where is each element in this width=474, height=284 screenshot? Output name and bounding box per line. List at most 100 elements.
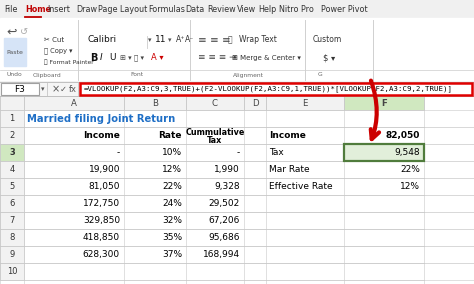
Text: 172,750: 172,750 (83, 199, 120, 208)
Text: 32%: 32% (162, 216, 182, 225)
Text: 🔃: 🔃 (228, 36, 233, 45)
Bar (0, 0, 474, 88)
Bar (0, 212, 474, 229)
Text: ≡ ≡ ≡: ≡ ≡ ≡ (198, 35, 231, 45)
Text: 1,990: 1,990 (214, 165, 240, 174)
Text: ⬜ Copy ▾: ⬜ Copy ▾ (44, 48, 73, 54)
Text: 168,994: 168,994 (203, 250, 240, 259)
Text: 9: 9 (9, 250, 15, 259)
Text: Home: Home (26, 5, 51, 14)
Bar (0, 229, 474, 246)
Text: 9,328: 9,328 (214, 182, 240, 191)
Text: Income: Income (83, 131, 120, 140)
Bar (124, 96, 186, 110)
Bar (0, 195, 24, 212)
Bar (24, 96, 124, 110)
Text: Undo: Undo (6, 72, 22, 78)
Bar (0, 127, 474, 144)
Text: ⊞ ▾: ⊞ ▾ (120, 55, 132, 61)
Text: 22%: 22% (400, 165, 420, 174)
Bar (0, 96, 24, 110)
Bar (186, 96, 244, 110)
Bar (4, 38, 26, 66)
Text: ✂ Cut: ✂ Cut (44, 37, 64, 43)
Text: 🎨 ▾: 🎨 ▾ (134, 55, 144, 61)
Bar (0, 178, 24, 195)
Text: Nitro Pro: Nitro Pro (280, 5, 314, 14)
Text: ⊞ Merge & Center ▾: ⊞ Merge & Center ▾ (232, 55, 301, 61)
Text: 1: 1 (9, 114, 15, 123)
Text: Draw: Draw (76, 5, 97, 14)
Text: B: B (90, 53, 97, 63)
Text: 418,850: 418,850 (83, 233, 120, 242)
Text: 7: 7 (9, 216, 15, 225)
Bar (0, 127, 24, 144)
Text: 6: 6 (9, 199, 15, 208)
Bar (244, 96, 266, 110)
Text: Font: Font (130, 72, 144, 78)
Text: ▾: ▾ (41, 86, 45, 92)
Text: Married filing Joint Return: Married filing Joint Return (27, 114, 175, 124)
Bar (0, 144, 474, 161)
Text: 10%: 10% (162, 148, 182, 157)
Text: 4: 4 (9, 165, 15, 174)
Text: 82,050: 82,050 (386, 131, 420, 140)
Text: Wrap Text: Wrap Text (239, 36, 277, 45)
Bar (0, 110, 24, 127)
Text: F3: F3 (15, 85, 26, 93)
Bar (0, 246, 474, 263)
Text: 11: 11 (155, 36, 166, 45)
Text: A: A (71, 99, 77, 108)
Bar (0, 96, 474, 284)
Bar (0, 144, 24, 161)
Text: Power Pivot: Power Pivot (321, 5, 368, 14)
Text: ↩: ↩ (7, 26, 17, 39)
Text: Mar Rate: Mar Rate (269, 165, 310, 174)
Text: 🖌 Format Painter: 🖌 Format Painter (44, 59, 94, 65)
Text: Page Layout: Page Layout (98, 5, 147, 14)
Bar (0, 263, 24, 280)
Text: 24%: 24% (162, 199, 182, 208)
Text: 95,686: 95,686 (209, 233, 240, 242)
Text: Tax: Tax (269, 148, 284, 157)
FancyArrowPatch shape (371, 81, 379, 139)
Text: 37%: 37% (162, 250, 182, 259)
Text: A⁺: A⁺ (176, 36, 185, 45)
Text: ▾: ▾ (148, 37, 152, 43)
Bar (0, 212, 24, 229)
Text: E: E (302, 99, 308, 108)
Text: ↺: ↺ (20, 27, 28, 37)
Text: Calibri: Calibri (88, 36, 117, 45)
Text: Clipboard: Clipboard (33, 72, 61, 78)
Bar (0, 0, 474, 18)
Text: 2: 2 (9, 131, 15, 140)
Bar (0, 110, 474, 127)
Text: Help: Help (258, 5, 276, 14)
Text: ×: × (52, 84, 60, 94)
Text: Effective Rate: Effective Rate (269, 182, 333, 191)
Text: $ ▾: $ ▾ (323, 53, 335, 62)
Text: 35%: 35% (162, 233, 182, 242)
Bar (80, 83, 472, 95)
Text: 3: 3 (9, 148, 15, 157)
Text: 67,206: 67,206 (209, 216, 240, 225)
Bar (0, 229, 24, 246)
Text: Tax: Tax (207, 136, 223, 145)
Text: Insert: Insert (47, 5, 70, 14)
Text: 628,300: 628,300 (83, 250, 120, 259)
Text: 9,548: 9,548 (394, 148, 420, 157)
Text: D: D (252, 99, 258, 108)
Text: Custom: Custom (313, 36, 342, 45)
Bar (266, 96, 344, 110)
Text: -: - (117, 148, 120, 157)
Text: 5: 5 (9, 182, 15, 191)
Text: Review: Review (207, 5, 236, 14)
Text: 12%: 12% (162, 165, 182, 174)
Text: Paste: Paste (7, 51, 23, 55)
Text: C: C (212, 99, 218, 108)
Bar (344, 96, 424, 110)
Text: 329,850: 329,850 (83, 216, 120, 225)
Text: F: F (381, 99, 387, 108)
Text: ≡ ≡ ≡ ⇥: ≡ ≡ ≡ ⇥ (198, 53, 237, 62)
Text: Data: Data (186, 5, 205, 14)
